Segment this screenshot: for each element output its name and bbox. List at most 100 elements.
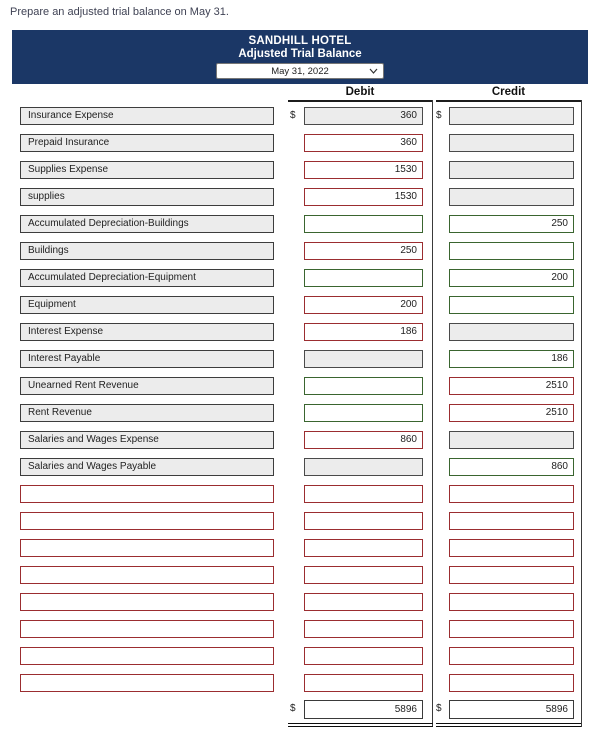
credit-input[interactable]	[449, 620, 574, 638]
debit-input[interactable]	[304, 485, 423, 503]
table-row	[0, 615, 600, 642]
date-select[interactable]: May 31, 2022	[216, 63, 384, 79]
account-input[interactable]: Insurance Expense	[20, 107, 274, 125]
debit-input[interactable]	[304, 674, 423, 692]
debit-input[interactable]	[304, 566, 423, 584]
account-input[interactable]: Salaries and Wages Expense	[20, 431, 274, 449]
total-debit-input[interactable]: 5896	[304, 700, 423, 719]
debit-input[interactable]: 186	[304, 323, 423, 341]
debit-input[interactable]	[304, 404, 423, 422]
table-right-border	[581, 100, 582, 727]
table-row	[0, 588, 600, 615]
credit-input[interactable]	[449, 674, 574, 692]
account-input[interactable]	[20, 593, 274, 611]
debit-currency-symbol: $	[290, 110, 296, 121]
credit-input[interactable]	[449, 647, 574, 665]
credit-input[interactable]	[449, 161, 574, 179]
total-credit-input[interactable]: 5896	[449, 700, 574, 719]
credit-input[interactable]	[449, 323, 574, 341]
credit-input[interactable]	[449, 431, 574, 449]
account-input[interactable]: Prepaid Insurance	[20, 134, 274, 152]
debit-input[interactable]	[304, 647, 423, 665]
credit-input[interactable]	[449, 188, 574, 206]
table-row: supplies 1530	[0, 183, 600, 210]
debit-input[interactable]: 1530	[304, 161, 423, 179]
company-title: SANDHILL HOTEL	[248, 35, 352, 47]
debit-input[interactable]: 1530	[304, 188, 423, 206]
table-row: Accumulated Depreciation-Buildings 250	[0, 210, 600, 237]
account-input[interactable]	[20, 485, 274, 503]
account-input[interactable]: supplies	[20, 188, 274, 206]
account-input[interactable]	[20, 647, 274, 665]
debit-input[interactable]: 860	[304, 431, 423, 449]
table-row: Buildings 250	[0, 237, 600, 264]
account-input[interactable]: Rent Revenue	[20, 404, 274, 422]
credit-input[interactable]	[449, 566, 574, 584]
debit-input[interactable]	[304, 593, 423, 611]
debit-input[interactable]	[304, 377, 423, 395]
account-input[interactable]: Interest Payable	[20, 350, 274, 368]
account-input[interactable]	[20, 566, 274, 584]
debit-input[interactable]: 200	[304, 296, 423, 314]
debit-input[interactable]	[304, 539, 423, 557]
account-input[interactable]	[20, 674, 274, 692]
account-input[interactable]: Buildings	[20, 242, 274, 260]
credit-input[interactable]	[449, 512, 574, 530]
credit-input[interactable]: 2510	[449, 404, 574, 422]
table-row: Salaries and Wages Expense 860	[0, 426, 600, 453]
credit-input[interactable]: 2510	[449, 377, 574, 395]
debit-input[interactable]: 360	[304, 134, 423, 152]
account-input[interactable]	[20, 620, 274, 638]
instruction-text: Prepare an adjusted trial balance on May…	[10, 6, 229, 18]
account-input[interactable]: Accumulated Depreciation-Equipment	[20, 269, 274, 287]
credit-column-header: Credit	[491, 86, 526, 98]
column-divider	[432, 100, 433, 727]
table-row: Interest Payable 186	[0, 345, 600, 372]
account-input[interactable]: Interest Expense	[20, 323, 274, 341]
debit-input[interactable]	[304, 350, 423, 368]
credit-input[interactable]	[449, 296, 574, 314]
account-input[interactable]	[20, 512, 274, 530]
credit-input[interactable]	[449, 539, 574, 557]
account-input[interactable]: Unearned Rent Revenue	[20, 377, 274, 395]
table-row	[0, 561, 600, 588]
credit-input[interactable]	[449, 485, 574, 503]
debit-total-double-underline	[288, 723, 433, 727]
credit-input[interactable]	[449, 593, 574, 611]
debit-input[interactable]	[304, 512, 423, 530]
trial-balance-header-panel: SANDHILL HOTEL Adjusted Trial Balance Ma…	[12, 30, 588, 84]
totals-row: $ 5896 $ 5896	[0, 697, 600, 723]
credit-input[interactable]	[449, 107, 574, 125]
credit-input[interactable]: 186	[449, 350, 574, 368]
account-input[interactable]: Accumulated Depreciation-Buildings	[20, 215, 274, 233]
statement-subtitle: Adjusted Trial Balance	[238, 48, 362, 60]
debit-input[interactable]	[304, 458, 423, 476]
debit-input[interactable]	[304, 269, 423, 287]
table-row	[0, 507, 600, 534]
table-row: Accumulated Depreciation-Equipment 200	[0, 264, 600, 291]
account-input[interactable]: Supplies Expense	[20, 161, 274, 179]
debit-input[interactable]	[304, 620, 423, 638]
credit-input[interactable]	[449, 134, 574, 152]
account-input[interactable]: Salaries and Wages Payable	[20, 458, 274, 476]
debit-input[interactable]: 250	[304, 242, 423, 260]
credit-input[interactable]	[449, 242, 574, 260]
table-row: Interest Expense 186	[0, 318, 600, 345]
credit-input[interactable]: 250	[449, 215, 574, 233]
account-input[interactable]	[20, 539, 274, 557]
credit-input[interactable]: 200	[449, 269, 574, 287]
credit-input[interactable]: 860	[449, 458, 574, 476]
table-row: Salaries and Wages Payable 860	[0, 453, 600, 480]
table-row: Insurance Expense $ 360 $	[0, 102, 600, 129]
debit-input[interactable]: 360	[304, 107, 423, 125]
table-row	[0, 480, 600, 507]
table-row: Unearned Rent Revenue 2510	[0, 372, 600, 399]
credit-header-underline	[436, 100, 581, 102]
debit-input[interactable]	[304, 215, 423, 233]
account-input[interactable]: Equipment	[20, 296, 274, 314]
total-credit-currency-symbol: $	[436, 703, 442, 714]
table-row	[0, 669, 600, 696]
debit-column-header: Debit	[345, 86, 375, 98]
table-row: Prepaid Insurance 360	[0, 129, 600, 156]
credit-currency-symbol: $	[436, 110, 442, 121]
